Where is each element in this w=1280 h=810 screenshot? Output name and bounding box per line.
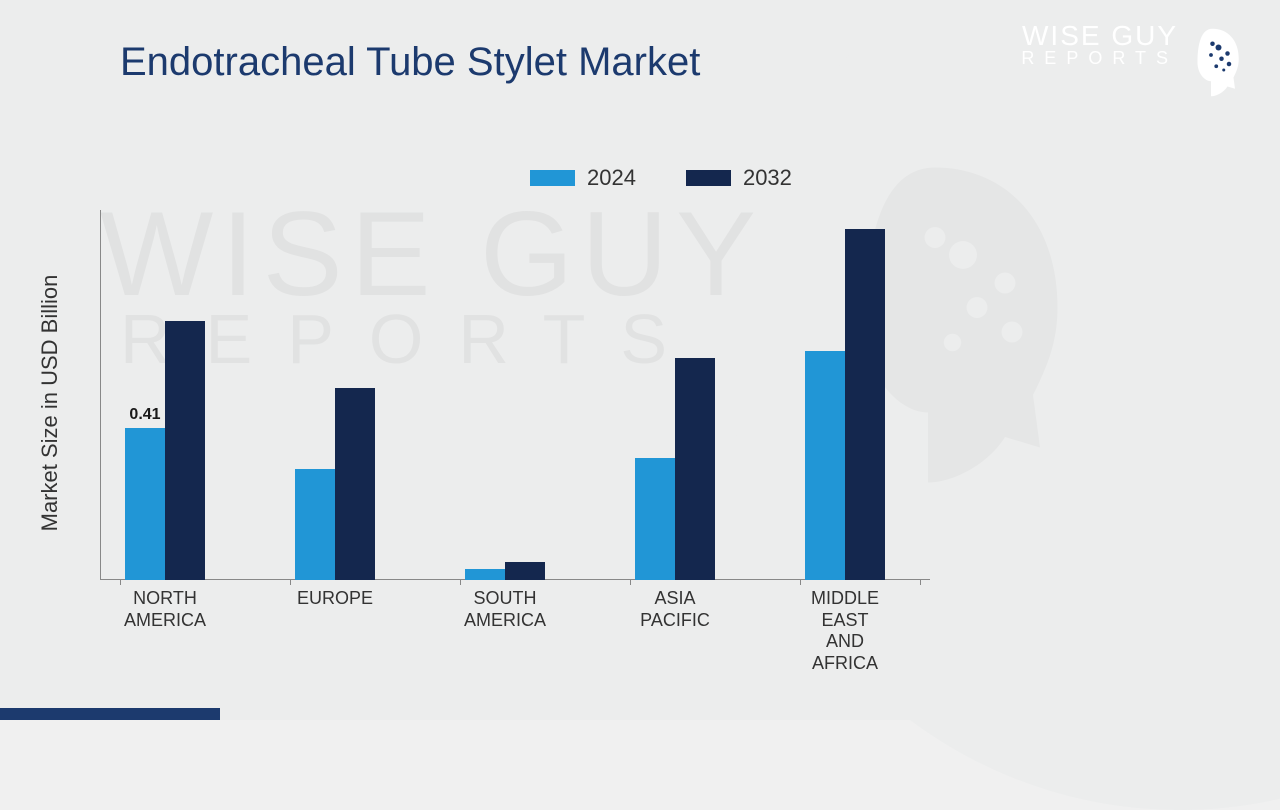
logo-head-icon xyxy=(1175,25,1250,100)
bottom-accent-bar xyxy=(0,708,220,720)
y-axis-label: Market Size in USD Billion xyxy=(37,275,63,532)
bar-series-2 xyxy=(165,321,205,580)
category-label: MIDDLEEASTANDAFRICA xyxy=(800,588,890,674)
y-axis-line xyxy=(100,210,101,580)
bar-group xyxy=(805,229,885,581)
bar-series-2 xyxy=(675,358,715,580)
bar-series-2 xyxy=(335,388,375,580)
legend: 2024 2032 xyxy=(530,165,792,191)
bar-series-1 xyxy=(635,458,675,580)
legend-item: 2032 xyxy=(686,165,792,191)
bar-series-1 xyxy=(295,469,335,580)
category-label: NORTHAMERICA xyxy=(110,588,220,631)
bar-value-label: 0.41 xyxy=(129,406,160,424)
bar-group xyxy=(465,562,545,581)
legend-label: 2032 xyxy=(743,165,792,191)
logo-sub-text: REPORTS xyxy=(1021,48,1178,69)
category-label: SOUTHAMERICA xyxy=(450,588,560,631)
bar-group xyxy=(295,388,375,580)
chart-title: Endotracheal Tube Stylet Market xyxy=(120,40,700,85)
category-label: EUROPE xyxy=(290,588,380,610)
chart-area: 0.41NORTHAMERICAEUROPESOUTHAMERICAASIAPA… xyxy=(100,210,930,580)
category-label: ASIAPACIFIC xyxy=(625,588,725,631)
logo: WISE GUY REPORTS xyxy=(1021,20,1250,69)
bar-series-1: 0.41 xyxy=(125,428,165,580)
bar-group: 0.41 xyxy=(125,321,205,580)
legend-item: 2024 xyxy=(530,165,636,191)
legend-label: 2024 xyxy=(587,165,636,191)
bar-series-1 xyxy=(805,351,845,580)
legend-swatch xyxy=(530,170,575,186)
legend-swatch xyxy=(686,170,731,186)
bar-series-2 xyxy=(845,229,885,581)
bar-series-2 xyxy=(505,562,545,581)
bar-series-1 xyxy=(465,569,505,580)
bar-group xyxy=(635,358,715,580)
